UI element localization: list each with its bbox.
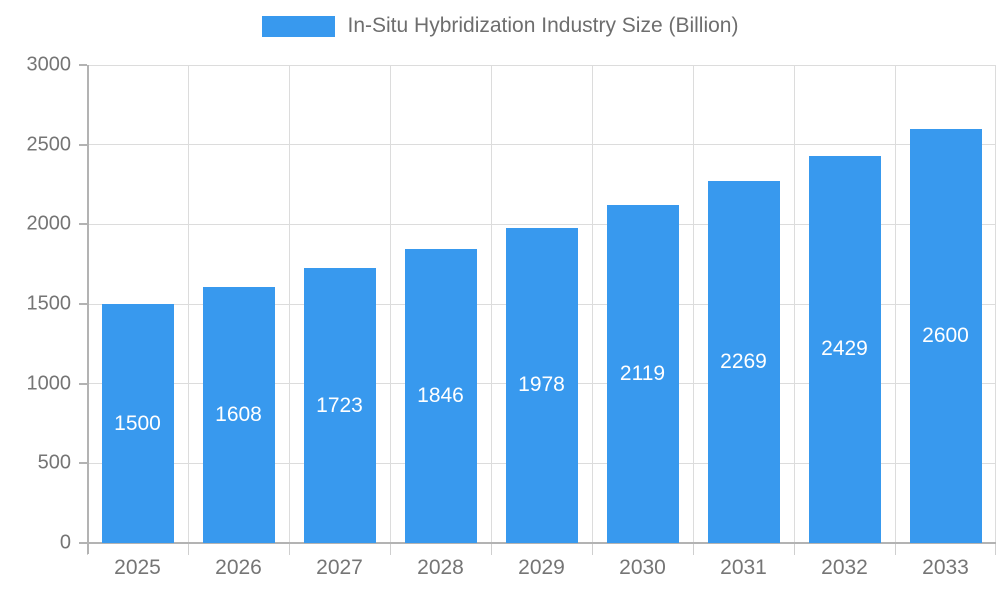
y-tick-label: 0: [59, 531, 71, 554]
bar-value-label: 1500: [114, 411, 161, 435]
y-axis-labels: 0 500 1000 1500 2000 2500 3000: [0, 54, 79, 554]
v-gridline: [794, 65, 795, 543]
bar-2027: 1723: [303, 268, 376, 543]
x-tick: [188, 543, 189, 555]
v-gridline: [289, 65, 290, 543]
x-tick-label-2033: 2033: [922, 556, 969, 579]
x-tick-label-2027: 2027: [316, 556, 363, 579]
legend-swatch: [261, 15, 335, 37]
chart-legend[interactable]: In-Situ Hybridization Industry Size (Bil…: [0, 14, 1000, 38]
h-gridline: [87, 64, 996, 66]
bar-2030: 2119: [606, 205, 679, 543]
x-tick: [693, 543, 694, 555]
y-tick: [79, 143, 87, 146]
y-tick: [79, 223, 87, 226]
x-tick: [289, 543, 290, 555]
bar-value-label: 1608: [215, 402, 262, 426]
x-tick-label-2031: 2031: [720, 556, 767, 579]
x-tick-label-2030: 2030: [619, 556, 666, 579]
y-tick: [79, 462, 87, 465]
bar-2031: 2269: [707, 181, 780, 543]
bar-2028: 1846: [404, 248, 477, 543]
v-gridline: [995, 65, 996, 543]
x-tick-label-2025: 2025: [114, 556, 161, 579]
y-tick-label: 1500: [26, 292, 72, 315]
x-tick: [592, 543, 593, 555]
x-tick-label-2026: 2026: [215, 556, 262, 579]
y-tick-label: 2000: [26, 212, 72, 235]
y-tick: [79, 382, 87, 385]
x-tick-label-2029: 2029: [518, 556, 565, 579]
y-tick: [79, 542, 87, 544]
h-gridline: [87, 223, 996, 225]
y-tick-label: 500: [37, 451, 71, 474]
x-tick: [895, 543, 896, 555]
y-tick-label: 3000: [26, 53, 72, 76]
bar-value-label: 1723: [316, 393, 363, 417]
bar-2025: 1500: [101, 304, 174, 543]
bar-2026: 1608: [202, 286, 275, 543]
bar-value-label: 2119: [619, 362, 666, 386]
x-axis-labels: 2025 2026 2027 2028 2029 2030 2031 2032 2033: [87, 556, 996, 590]
v-gridline: [491, 65, 492, 543]
bar-value-label: 1978: [518, 373, 565, 397]
bar-2029: 1978: [505, 227, 578, 543]
v-gridline: [895, 65, 896, 543]
legend-label: In-Situ Hybridization Industry Size (Bil…: [347, 14, 739, 37]
x-axis-line: [85, 542, 996, 544]
bar-value-label: 1846: [417, 383, 464, 407]
x-tick: [995, 543, 996, 555]
x-tick: [390, 543, 391, 555]
v-gridline: [592, 65, 593, 543]
v-gridline: [390, 65, 391, 543]
bar-value-label: 2600: [922, 323, 969, 347]
bar-2032: 2429: [808, 155, 881, 543]
v-gridline: [693, 65, 694, 543]
bar-2033: 2600: [909, 128, 982, 543]
x-tick: [491, 543, 492, 555]
y-tick: [79, 303, 87, 305]
plot-area: 1500 1608 1723 1846 1978 2119 2269 2429 2600: [79, 64, 996, 555]
x-tick-label-2028: 2028: [417, 556, 464, 579]
y-tick: [79, 64, 87, 66]
h-gridline: [87, 144, 996, 146]
bar-value-label: 2429: [821, 337, 868, 361]
x-tick: [794, 543, 795, 555]
bar-value-label: 2269: [720, 350, 767, 374]
x-tick-label-2032: 2032: [821, 556, 868, 579]
y-tick-label: 2500: [26, 133, 72, 156]
v-gridline: [188, 65, 189, 543]
y-tick-label: 1000: [26, 372, 72, 395]
y-axis-line: [87, 65, 89, 554]
